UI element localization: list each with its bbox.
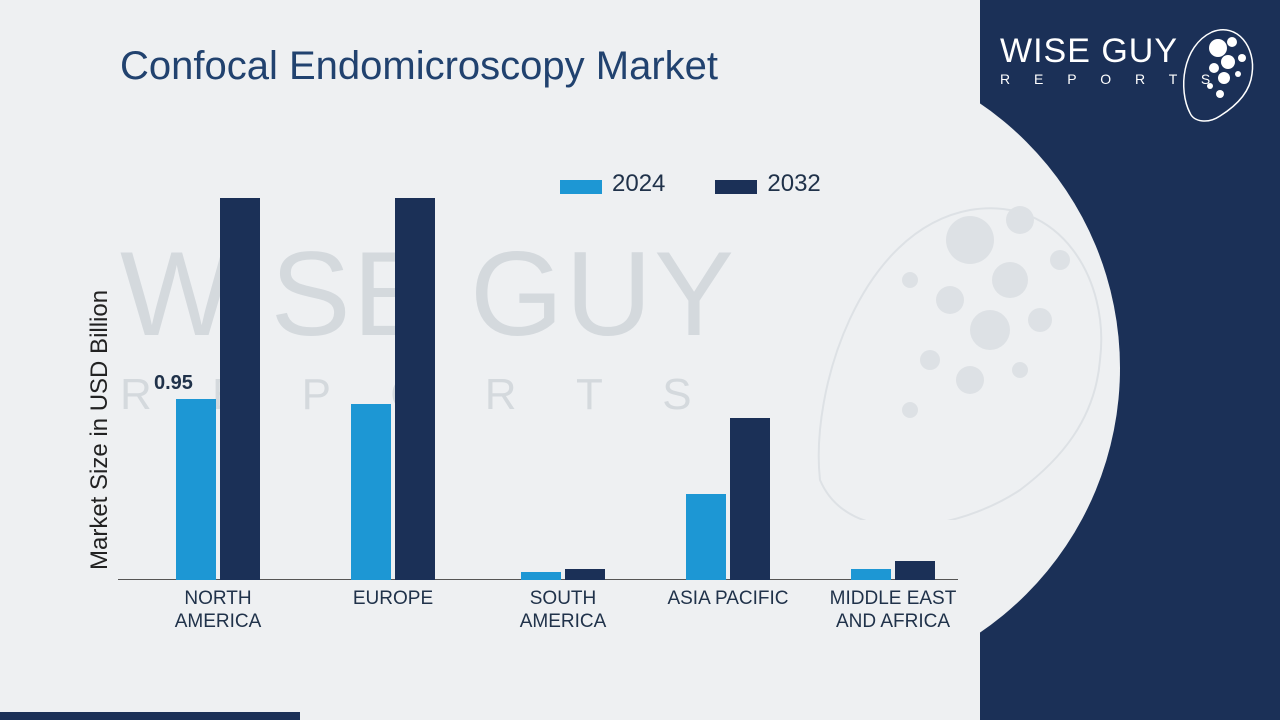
value-label: 0.95 (154, 372, 193, 395)
x-label-north-america: NORTH AMERICA (153, 588, 283, 634)
x-label-asia-pacific: ASIA PACIFIC (663, 588, 793, 611)
bar-2024-north-america (176, 399, 216, 580)
bar-2024-asia-pacific (686, 494, 726, 580)
bar-2032-europe (395, 198, 435, 580)
bar-2024-south-america (521, 572, 561, 580)
brand-head-icon (1170, 18, 1260, 128)
bar-2032-asia-pacific (730, 418, 770, 580)
plot-area: 0.95 (118, 160, 958, 580)
y-axis-label: Market Size in USD Billion (86, 290, 114, 570)
chart-title: Confocal Endomicroscopy Market (120, 44, 718, 89)
x-label-europe: EUROPE (328, 588, 458, 611)
bar-2024-middle-east-and-africa (851, 569, 891, 580)
bar-chart: Market Size in USD Billion 0.95 NORTH AM… (58, 160, 958, 680)
bar-2032-south-america (565, 569, 605, 580)
bar-2032-north-america (220, 198, 260, 580)
infographic-page: WISE GUY R E P O R T S Confocal Endomicr… (0, 0, 1280, 720)
bottom-accent-bar (0, 712, 300, 720)
bar-2032-middle-east-and-africa (895, 561, 935, 580)
x-label-middle-east-and-africa: MIDDLE EAST AND AFRICA (828, 588, 958, 634)
bar-2024-europe (351, 404, 391, 580)
x-label-south-america: SOUTH AMERICA (498, 588, 628, 634)
